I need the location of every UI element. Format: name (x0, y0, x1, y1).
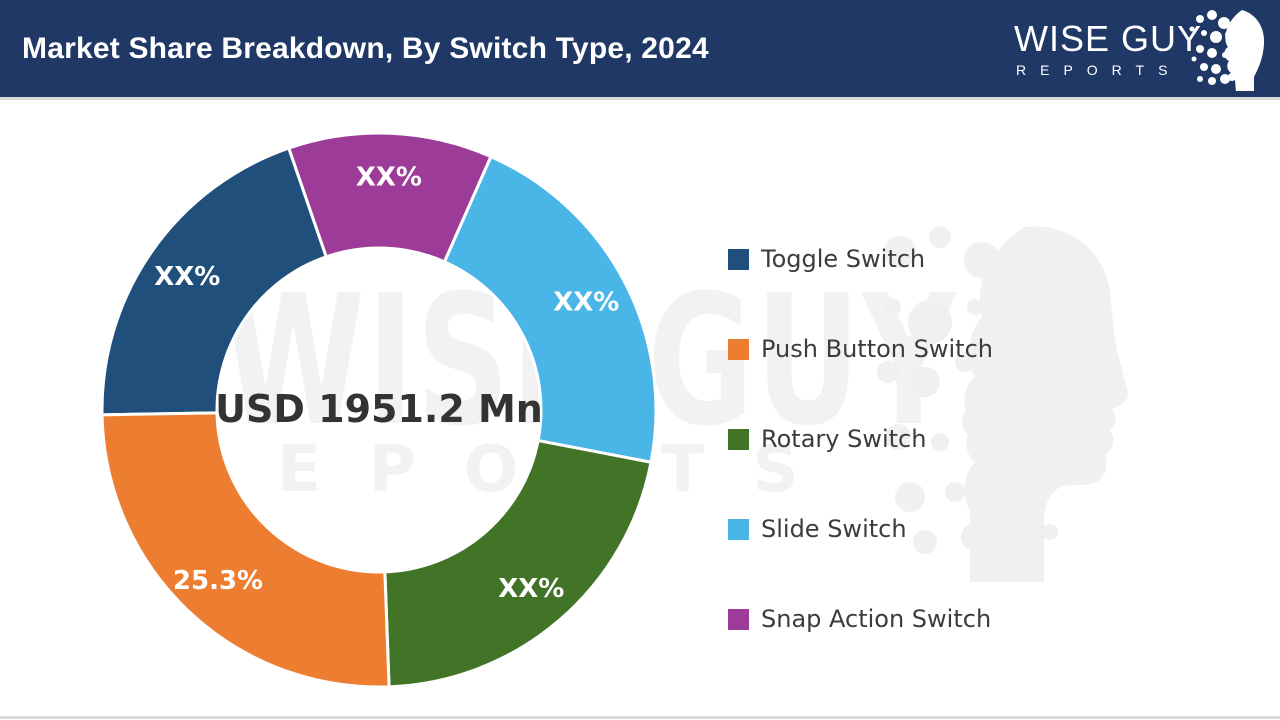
donut-slice-push-button-switch (100, 411, 391, 689)
slice-label-rotary-switch: XX% (498, 574, 564, 604)
slice-label-snap-action-switch: XX% (356, 162, 422, 192)
legend-item-snap-action-switch: Snap Action Switch (728, 604, 993, 634)
legend-swatch (728, 428, 749, 450)
brand-tagline-text: REPORTS (1016, 62, 1181, 78)
legend-label: Slide Switch (761, 515, 907, 543)
brand-head-icon (1189, 9, 1265, 91)
slice-label-toggle-switch: XX% (154, 262, 220, 292)
watermark-tagline: REPORTS (180, 433, 847, 507)
legend-label: Rotary Switch (761, 425, 927, 453)
brand-logo: WISE GUY REPORTS (1014, 9, 1265, 91)
legend-label: Push Button Switch (761, 335, 993, 363)
legend-label: Snap Action Switch (761, 605, 992, 633)
legend-swatch (728, 248, 749, 270)
legend-item-slide-switch: Slide Switch (728, 514, 993, 544)
legend-label: Toggle Switch (761, 245, 926, 273)
bottom-divider (0, 716, 1280, 719)
donut-slice-rotary-switch (383, 439, 653, 689)
header-bar: Market Share Breakdown, By Switch Type, … (0, 0, 1280, 100)
donut-chart: XX% XX% XX% XX% 25.3% (100, 131, 658, 689)
chart-legend: Toggle Switch Push Button Switch Rotary Sw… (728, 244, 993, 694)
legend-swatch (728, 608, 749, 630)
legend-item-rotary-switch: Rotary Switch (728, 424, 993, 454)
chart-center-value: USD 1951.2 Mn (215, 387, 543, 431)
page-title: Market Share Breakdown, By Switch Type, … (22, 31, 709, 65)
watermark-head-graphic (877, 226, 1129, 582)
donut-slice-slide-switch (442, 155, 658, 464)
legend-swatch (728, 338, 749, 360)
legend-item-push-button-switch: Push Button Switch (728, 334, 993, 364)
slice-label-slide-switch: XX% (553, 288, 619, 318)
legend-item-toggle-switch: Toggle Switch (728, 244, 993, 274)
legend-swatch (728, 518, 749, 540)
slice-label-push-button-switch: 25.3% (173, 566, 263, 596)
brand-name-text: WISE GUY (1014, 18, 1202, 59)
donut-slice-toggle-switch (100, 146, 328, 417)
